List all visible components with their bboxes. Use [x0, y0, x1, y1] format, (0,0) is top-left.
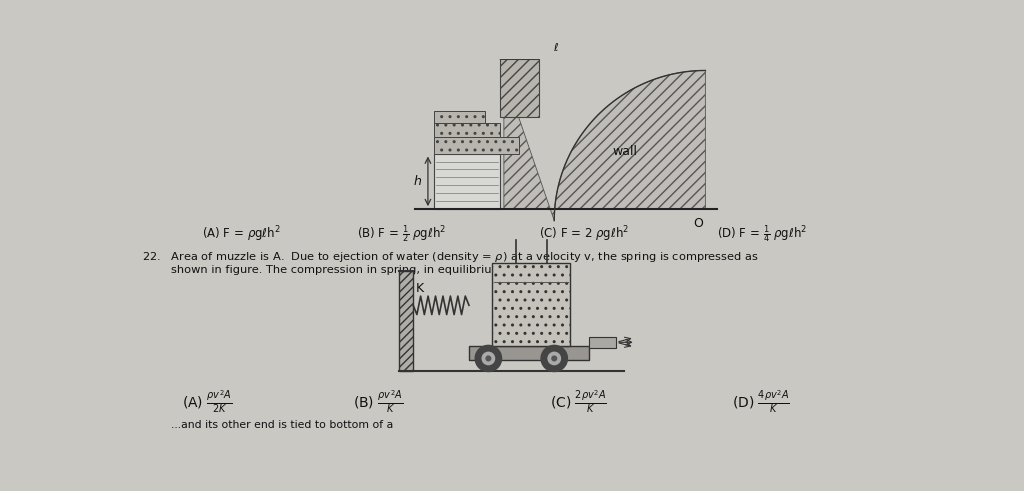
Text: K: K	[416, 282, 424, 295]
Text: (A) $\frac{\rho v^2 A}{2K}$: (A) $\frac{\rho v^2 A}{2K}$	[182, 388, 232, 415]
Bar	[434, 136, 519, 154]
Text: (B) F = $\frac{1}{2}$ $\rho$g$\ell$h$^2$: (B) F = $\frac{1}{2}$ $\rho$g$\ell$h$^2$	[356, 223, 445, 246]
Bar	[500, 59, 539, 117]
Circle shape	[475, 345, 502, 372]
Text: (D) $\frac{4\rho v^2 A}{K}$: (D) $\frac{4\rho v^2 A}{K}$	[732, 388, 791, 415]
Text: (A) F = $\rho$g$\ell$h$^2$: (A) F = $\rho$g$\ell$h$^2$	[202, 225, 281, 245]
Bar	[434, 154, 500, 209]
Circle shape	[541, 345, 567, 372]
Circle shape	[552, 356, 557, 361]
Bar	[469, 346, 589, 360]
Text: (C) $\frac{2\rho v^2 A}{K}$: (C) $\frac{2\rho v^2 A}{K}$	[550, 388, 607, 415]
Circle shape	[486, 356, 490, 361]
Bar	[493, 263, 569, 346]
Bar	[434, 111, 484, 123]
Text: h: h	[413, 175, 421, 188]
Bar	[434, 123, 500, 136]
Text: (C) F = 2 $\rho$g$\ell$h$^2$: (C) F = 2 $\rho$g$\ell$h$^2$	[539, 225, 629, 245]
Bar	[589, 337, 616, 348]
Bar	[399, 271, 414, 371]
Circle shape	[482, 352, 495, 365]
Text: 22.   Area of muzzle is A.  Due to ejection of water (density = $\rho$) at a vel: 22. Area of muzzle is A. Due to ejection…	[142, 250, 759, 264]
Polygon shape	[504, 71, 706, 220]
Text: (D) F = $\frac{1}{4}$ $\rho$g$\ell$h$^2$: (D) F = $\frac{1}{4}$ $\rho$g$\ell$h$^2$	[717, 223, 807, 246]
Text: $\ell$: $\ell$	[553, 41, 559, 53]
Text: ...and its other end is tied to bottom of a: ...and its other end is tied to bottom o…	[171, 420, 393, 431]
Polygon shape	[493, 50, 547, 59]
Circle shape	[548, 352, 560, 365]
Text: shown in figure. The compression in spring, in equilibrium, is-: shown in figure. The compression in spri…	[171, 265, 522, 275]
Text: wall: wall	[612, 145, 637, 158]
Text: O: O	[693, 217, 703, 230]
Text: (B) $\frac{\rho v^2 A}{K}$: (B) $\frac{\rho v^2 A}{K}$	[352, 388, 403, 415]
